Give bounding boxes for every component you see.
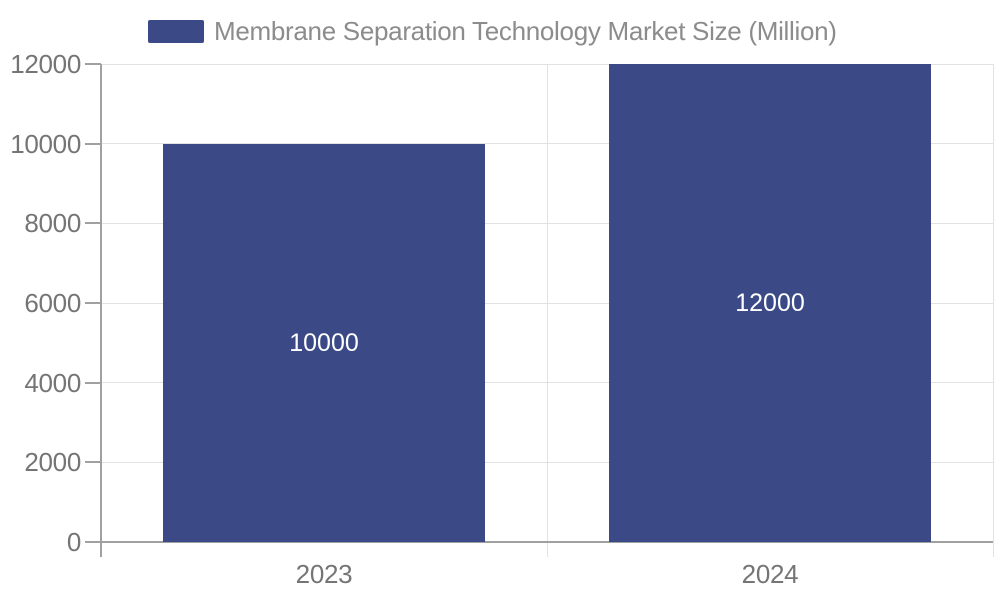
gridline-vertical — [546, 64, 548, 557]
y-axis-label: 0 — [66, 527, 81, 557]
bar-value-label: 12000 — [735, 289, 805, 317]
y-axis-tick — [85, 302, 101, 304]
bar-2024[interactable] — [609, 64, 931, 542]
y-axis-label: 8000 — [24, 208, 81, 239]
y-axis-label: 2000 — [24, 447, 81, 478]
y-axis-label: 4000 — [24, 367, 81, 398]
chart-title: Membrane Separation Technology Market Si… — [214, 16, 837, 46]
y-axis-tick — [85, 461, 101, 464]
y-axis-tick — [85, 142, 101, 145]
gridline-vertical — [992, 64, 994, 557]
x-axis-label: 2023 — [295, 559, 353, 589]
legend[interactable]: Membrane Separation Technology Market Si… — [148, 15, 837, 47]
y-axis-label: 12000 — [10, 49, 81, 79]
x-axis-line — [85, 541, 993, 543]
bar-value-label: 10000 — [289, 329, 359, 357]
y-axis-label: 6000 — [24, 288, 81, 318]
x-axis-label: 2024 — [741, 559, 799, 589]
y-axis-tick — [85, 222, 101, 225]
legend-swatch — [148, 19, 204, 43]
y-axis-tick — [85, 63, 101, 65]
y-axis-label: 10000 — [10, 128, 81, 159]
y-axis-tick — [85, 381, 101, 384]
y-axis-line — [100, 64, 102, 557]
bar-2023[interactable] — [163, 143, 485, 542]
